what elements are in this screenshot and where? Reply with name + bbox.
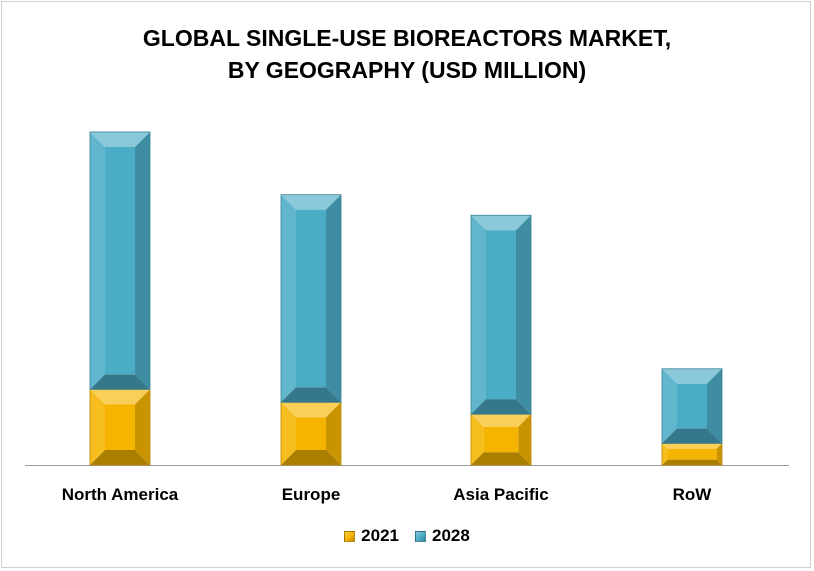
bar-2028-europe (280, 194, 342, 403)
bar-2021-north-america (89, 388, 151, 466)
legend-swatch-2021 (344, 530, 356, 542)
legend-item-2021: 2021 (344, 526, 399, 546)
bar-2021-asia-pacific (470, 413, 532, 466)
x-tick-label: Asia Pacific (453, 485, 548, 504)
legend-item-2028: 2028 (415, 526, 470, 546)
bar-2028-north-america (89, 131, 151, 390)
chart-title: GLOBAL SINGLE-USE BIOREACTORS MARKET, BY… (0, 22, 814, 86)
x-tick-label: Europe (282, 485, 341, 504)
legend-label-2028: 2028 (432, 526, 470, 545)
legend-swatch-2028 (415, 530, 426, 542)
bar-2021-europe (280, 401, 342, 466)
bar-2028-asia-pacific (470, 214, 532, 415)
chart-title-line-2: BY GEOGRAPHY (USD MILLION) (227, 57, 587, 83)
chart-legend: 2021 2028 (0, 526, 814, 546)
bar-2021-row (661, 442, 723, 466)
x-tick-label: North America (62, 485, 179, 504)
chart-title-line-1: GLOBAL SINGLE-USE BIOREACTORS MARKET, (142, 25, 672, 51)
x-tick-label: RoW (673, 485, 713, 504)
legend-label-2021: 2021 (361, 526, 399, 545)
bar-2028-row (661, 368, 723, 444)
